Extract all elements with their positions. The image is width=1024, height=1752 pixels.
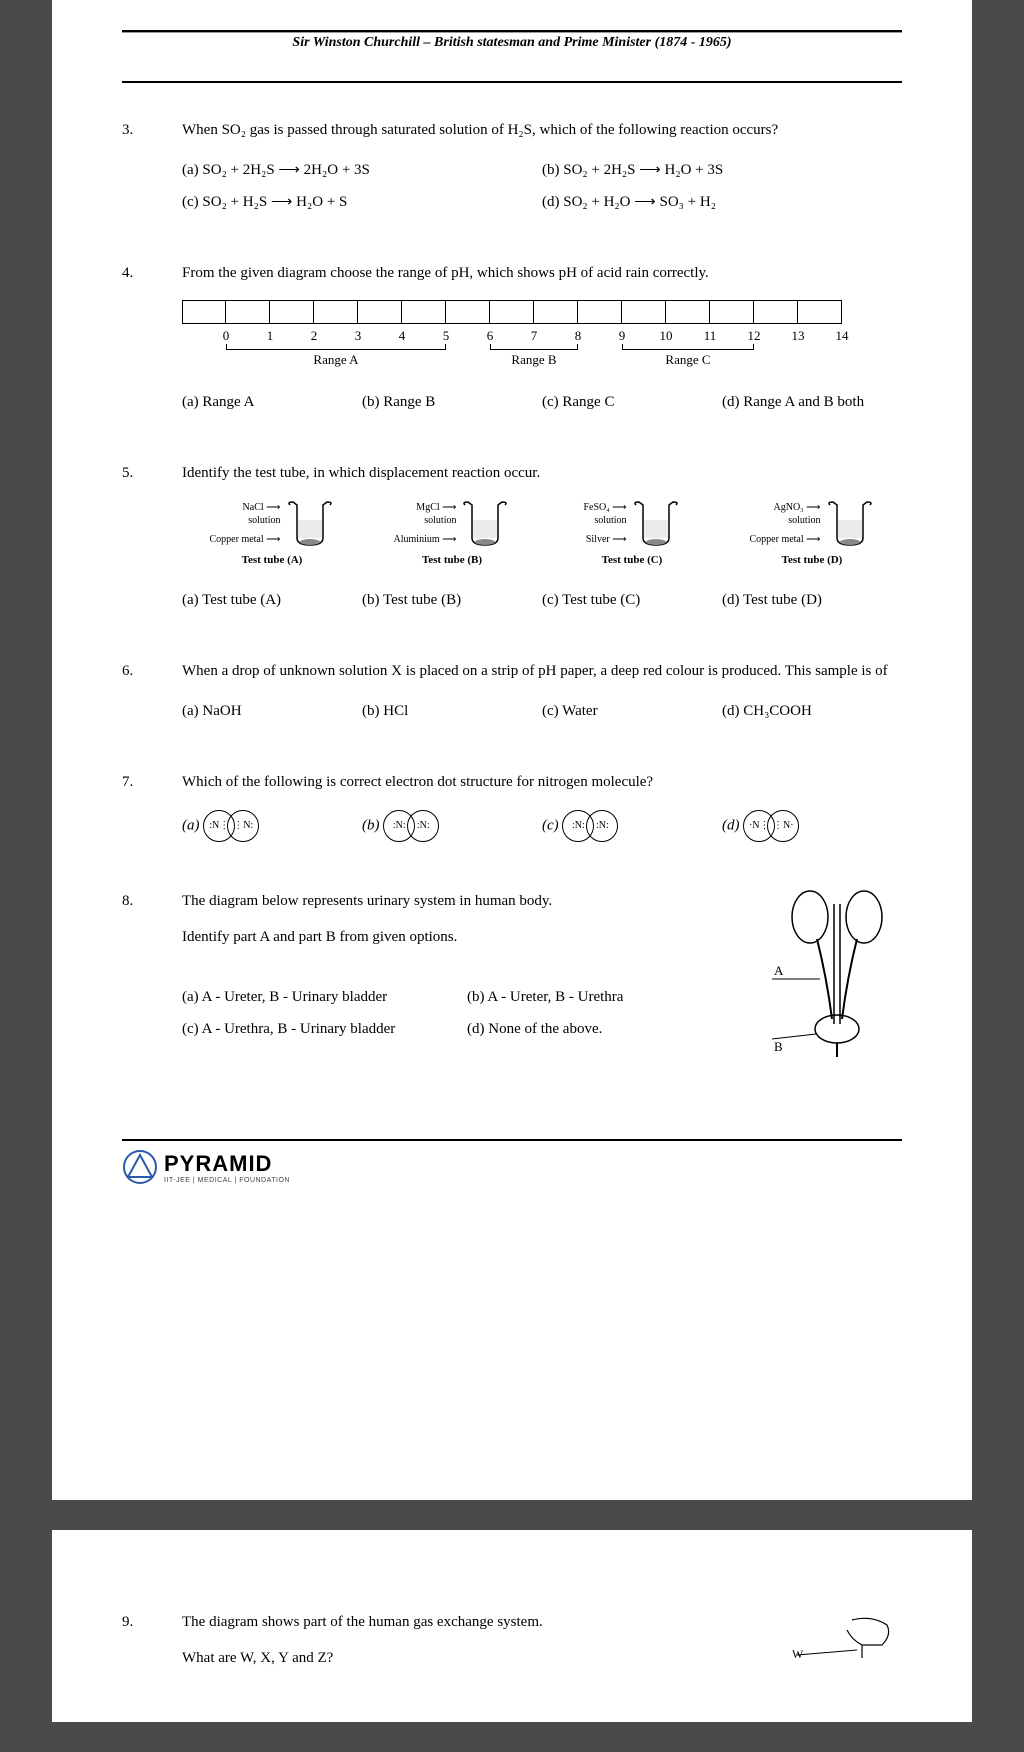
test-tube-d: AgNO₃ ⟶ solution Copper metal ⟶ Test tub… (722, 500, 902, 570)
q3-number: 3. (122, 118, 182, 226)
test-tube-c: FeSO₄ ⟶ solution Silver ⟶ Test tube (C) (542, 500, 722, 570)
q8-opt-c: (c) A - Urethra, B - Urinary bladder (182, 1013, 467, 1045)
pyramid-logo-icon (122, 1149, 158, 1185)
svg-text:W: W (792, 1647, 804, 1660)
q4-opt-d: (d) Range A and B both (722, 386, 902, 418)
q6-opt-a: (a) NaOH (182, 695, 362, 727)
logo-main-text: PYRAMID (164, 1151, 290, 1177)
test-tube-a: NaCl ⟶ solution Copper metal ⟶ Test tube… (182, 500, 362, 570)
q7-opt-d: (d) ·N⋮⋮N· (722, 806, 902, 846)
beaker-icon (460, 500, 510, 548)
q3-opt-a: (a) SO₂ + 2H₂S ⟶ 2H₂O + 3S (182, 154, 542, 186)
q6-opt-d: (d) CH₃COOH (722, 695, 902, 727)
q6-opt-c: (c) Water (542, 695, 722, 727)
question-4: 4. From the given diagram choose the ran… (122, 261, 902, 426)
question-3: 3. When SO₂ gas is passed through satura… (122, 118, 902, 226)
question-8: 8. A B The diagram below represents ur (122, 889, 902, 1059)
q7-opt-b: (b) :N::N: (362, 806, 542, 846)
q8-opt-d: (d) None of the above. (467, 1013, 752, 1045)
q7-opt-c: (c) :N::N: (542, 806, 722, 846)
question-6: 6. When a drop of unknown solution X is … (122, 659, 902, 735)
q9-number: 9. (122, 1610, 182, 1682)
test-tubes-diagram: NaCl ⟶ solution Copper metal ⟶ Test tube… (182, 500, 902, 570)
q6-opt-b: (b) HCl (362, 695, 542, 727)
q8-opt-b: (b) A - Ureter, B - Urethra (467, 981, 752, 1013)
question-7: 7. Which of the following is correct ele… (122, 770, 902, 854)
quote-attribution: Sir Winston Churchill – British statesma… (122, 30, 902, 51)
q4-opt-a: (a) Range A (182, 386, 362, 418)
svg-text:B: B (774, 1039, 783, 1054)
q3-text: When SO₂ gas is passed through saturated… (182, 118, 902, 142)
q4-opt-b: (b) Range B (362, 386, 542, 418)
q5-text: Identify the test tube, in which displac… (182, 461, 902, 485)
q5-opt-a: (a) Test tube (A) (182, 584, 362, 616)
beaker-icon (285, 500, 335, 548)
urinary-system-diagram: A B (772, 889, 902, 1059)
q7-opt-a: (a) :N⋮⋮N: (182, 806, 362, 846)
q4-text: From the given diagram choose the range … (182, 261, 902, 285)
q3-opt-c: (c) SO₂ + H₂S ⟶ H₂O + S (182, 186, 542, 218)
q6-number: 6. (122, 659, 182, 735)
svg-text:A: A (774, 963, 784, 978)
q7-number: 7. (122, 770, 182, 854)
q3-opt-d: (d) SO₂ + H₂O ⟶ SO₃ + H₂ (542, 186, 902, 218)
q8-number: 8. (122, 889, 182, 1059)
range-c-label: Range C (622, 349, 754, 371)
beaker-icon (631, 500, 681, 548)
beaker-icon (825, 500, 875, 548)
question-5: 5. Identify the test tube, in which disp… (122, 461, 902, 625)
test-tube-b: MgCl ⟶ solution Aluminium ⟶ Test tube (B… (362, 500, 542, 570)
range-a-label: Range A (226, 349, 446, 371)
q6-text: When a drop of unknown solution X is pla… (182, 659, 902, 683)
q5-opt-b: (b) Test tube (B) (362, 584, 542, 616)
q5-opt-c: (c) Test tube (C) (542, 584, 722, 616)
footer-logo: PYRAMID IIT-JEE | MEDICAL | FOUNDATION (122, 1139, 902, 1185)
q3-opt-b: (b) SO₂ + 2H₂S ⟶ H₂O + 3S (542, 154, 902, 186)
logo-sub-text: IIT-JEE | MEDICAL | FOUNDATION (164, 1177, 290, 1184)
top-divider (122, 81, 902, 83)
q5-number: 5. (122, 461, 182, 625)
range-b-label: Range B (490, 349, 578, 371)
q5-opt-d: (d) Test tube (D) (722, 584, 902, 616)
question-9: 9. W The diagram shows part of the human… (122, 1610, 902, 1682)
q7-text: Which of the following is correct electr… (182, 770, 902, 794)
q8-opt-a: (a) A - Ureter, B - Urinary bladder (182, 981, 467, 1013)
q4-opt-c: (c) Range C (542, 386, 722, 418)
q4-number: 4. (122, 261, 182, 426)
ph-scale-diagram: 0 1 2 3 4 5 6 7 8 9 10 11 12 13 14 (182, 300, 902, 371)
gas-exchange-diagram: W (792, 1610, 902, 1668)
